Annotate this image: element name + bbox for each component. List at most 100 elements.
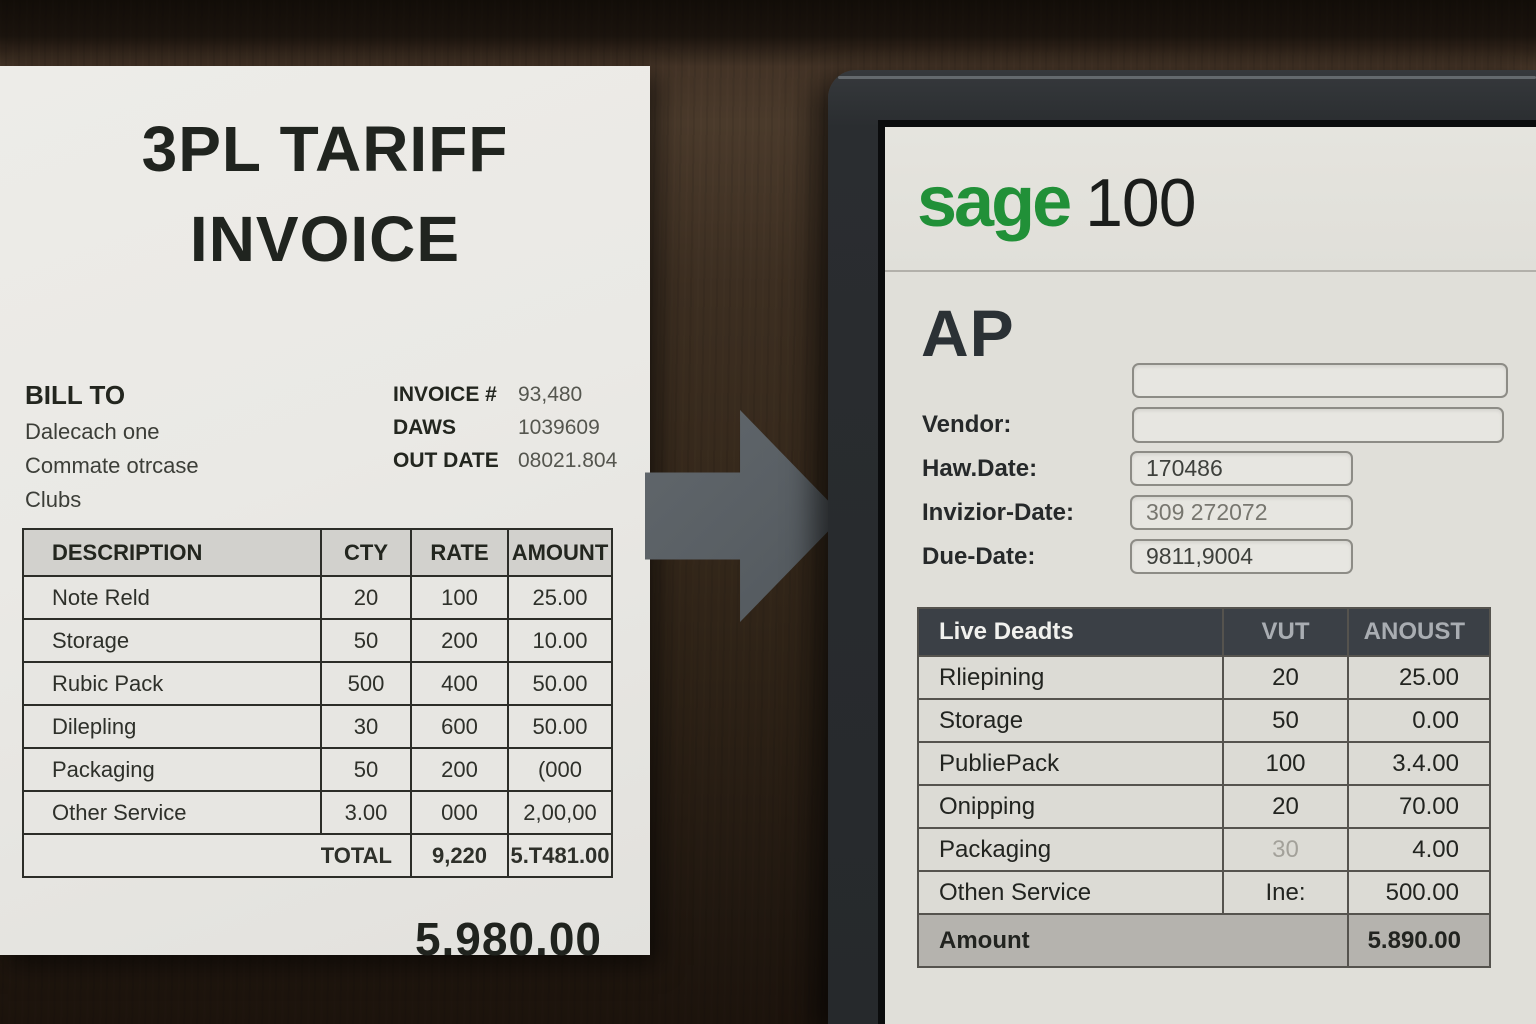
invoice-outdate-value: 08021.804: [518, 448, 618, 472]
invoice-row-amount: 25.00: [507, 575, 613, 620]
bill-to-label: BILL TO: [25, 380, 126, 410]
invoice-col-description: DESCRIPTION: [22, 528, 322, 577]
grid-row-vut: 50: [1222, 698, 1349, 743]
grid-row[interactable]: Packaging 30 4.00: [917, 827, 1491, 872]
invoice-row-cty: 500: [320, 661, 412, 706]
bill-to-block: BILL TO Dalecach one Commate otrcase Clu…: [25, 380, 199, 513]
invoice-table-row: Storage 50 200 10.00: [22, 618, 613, 663]
invoice-row-cty: 3.00: [320, 790, 412, 835]
grid-col-vut: VUT: [1222, 607, 1349, 657]
grid-row-vut: 100: [1222, 741, 1349, 786]
invoice-col-cty: CTY: [320, 528, 412, 577]
invoice-row-rate: 000: [410, 790, 509, 835]
grid-amount-value: 5.890.00: [1347, 913, 1491, 968]
grid-row[interactable]: Storage 50 0.00: [917, 698, 1491, 743]
haw-date-label: Haw.Date:: [922, 455, 1038, 482]
sage-line-item-grid: Live Deadts VUT ANOUST Rliepining 20 25.…: [917, 607, 1491, 968]
invoice-row-rate: 200: [410, 618, 509, 663]
vendor-label: Vendor:: [922, 411, 1012, 438]
monitor-bezel: sage 100 AP Vendor: Haw.Date: 170486 Inv…: [828, 70, 1536, 1024]
invizior-date-input[interactable]: 309 272072: [1130, 495, 1353, 530]
invoice-total-amount: 5.T481.00: [507, 833, 613, 878]
invoice-daws-label: DAWS: [393, 415, 456, 439]
grid-col-anoust: ANOUST: [1347, 607, 1491, 657]
sage-logo: sage: [917, 162, 1072, 242]
invoice-title-line1: 3PL TARIFF: [141, 113, 509, 185]
invoice-table-header-row: DESCRIPTION CTY RATE AMOUNT: [22, 528, 613, 577]
grid-row-description: Onipping: [917, 784, 1224, 829]
invoice-row-description: Rubic Pack: [22, 661, 322, 706]
paper-invoice: 3PL TARIFF INVOICE BILL TO Dalecach one …: [0, 66, 650, 965]
due-date-label: Due-Date:: [922, 543, 1036, 570]
grid-row-description: Rliepining: [917, 655, 1224, 700]
haw-date-input[interactable]: 170486: [1130, 451, 1353, 486]
invoice-outdate-label: OUT DATE: [393, 448, 499, 472]
grid-row-description: Storage: [917, 698, 1224, 743]
invoice-row-rate: 400: [410, 661, 509, 706]
invoice-row-amount: 50.00: [507, 704, 613, 749]
grid-row-amount: 70.00: [1347, 784, 1491, 829]
invoice-row-cty: 30: [320, 704, 412, 749]
invoice-row-amount: (000: [507, 747, 613, 792]
invoice-col-rate: RATE: [410, 528, 509, 577]
invoice-row-description: Note Reld: [22, 575, 322, 620]
bill-to-line: Dalecach one: [25, 419, 160, 444]
invoice-row-rate: 600: [410, 704, 509, 749]
invoice-table-row: Dilepling 30 600 50.00: [22, 704, 613, 749]
invoice-meta-block: INVOICE # 93,480 DAWS 1039609 OUT DATE 0…: [393, 378, 617, 477]
invoice-total-row: TOTAL 9,220 5.T481.00: [22, 833, 613, 878]
grid-row-vut: 30: [1222, 827, 1349, 872]
invoice-total-label: TOTAL: [22, 833, 412, 878]
sage-screen: sage 100 AP Vendor: Haw.Date: 170486 Inv…: [878, 120, 1536, 1024]
invoice-table-row: Packaging 50 200 (000: [22, 747, 613, 792]
right-arrow-icon: [645, 410, 843, 622]
invoice-row-cty: 50: [320, 618, 412, 663]
invizior-date-label: Invizior-Date:: [922, 499, 1075, 526]
grid-header-row: Live Deadts VUT ANOUST: [917, 607, 1491, 657]
invoice-total-cty: 9,220: [410, 833, 509, 878]
invoice-row-cty: 20: [320, 575, 412, 620]
invoice-row-amount: 2,00,00: [507, 790, 613, 835]
bill-to-line: Commate otrcase: [25, 453, 199, 478]
invoice-number-value: 93,480: [518, 382, 583, 406]
invoice-row-amount: 50.00: [507, 661, 613, 706]
invoice-daws-value: 1039609: [518, 415, 600, 439]
invoice-row-description: Dilepling: [22, 704, 322, 749]
invoice-col-amount: AMOUNT: [507, 528, 613, 577]
invoice-row-cty: 50: [320, 747, 412, 792]
invoice-table-row: Other Service 3.00 000 2,00,00: [22, 790, 613, 835]
invoice-line-item-table: DESCRIPTION CTY RATE AMOUNT Note Reld 20…: [22, 528, 613, 878]
grid-row[interactable]: PubliePack 100 3.4.00: [917, 741, 1491, 786]
vendor-input[interactable]: [1132, 407, 1504, 443]
invoice-row-description: Other Service: [22, 790, 322, 835]
invoice-row-rate: 200: [410, 747, 509, 792]
invoice-daws-row: DAWS 1039609: [393, 411, 617, 444]
invoice-table-row: Note Reld 20 100 25.00: [22, 575, 613, 620]
invoice-row-amount: 10.00: [507, 618, 613, 663]
sage-header-bar: sage 100: [885, 127, 1536, 272]
sage-logo-suffix: 100: [1085, 165, 1196, 241]
grid-row[interactable]: Rliepining 20 25.00: [917, 655, 1491, 700]
grid-row-vut: 20: [1222, 784, 1349, 829]
grid-row[interactable]: Othen Service Ine: 500.00: [917, 870, 1491, 915]
invoice-number-label: INVOICE #: [393, 382, 497, 406]
invoice-table-row: Rubic Pack 500 400 50.00: [22, 661, 613, 706]
due-date-input[interactable]: 9811,9004: [1130, 539, 1353, 574]
grid-row[interactable]: Onipping 20 70.00: [917, 784, 1491, 829]
invoice-title-line2: INVOICE: [189, 203, 461, 275]
grid-row-amount: 4.00: [1347, 827, 1491, 872]
grid-row-amount: 3.4.00: [1347, 741, 1491, 786]
grid-row-amount: 25.00: [1347, 655, 1491, 700]
top-input[interactable]: [1132, 363, 1508, 398]
grid-amount-label: Amount: [917, 913, 1349, 968]
grid-row-amount: 0.00: [1347, 698, 1491, 743]
grid-row-description: Packaging: [917, 827, 1224, 872]
grid-row-description: PubliePack: [917, 741, 1224, 786]
grid-row-vut: Ine:: [1222, 870, 1349, 915]
invoice-row-description: Storage: [22, 618, 322, 663]
invoice-outdate-row: OUT DATE 08021.804: [393, 444, 617, 477]
grid-col-live-deadts: Live Deadts: [917, 607, 1224, 657]
grid-row-vut: 20: [1222, 655, 1349, 700]
invoice-number-row: INVOICE # 93,480: [393, 378, 617, 411]
